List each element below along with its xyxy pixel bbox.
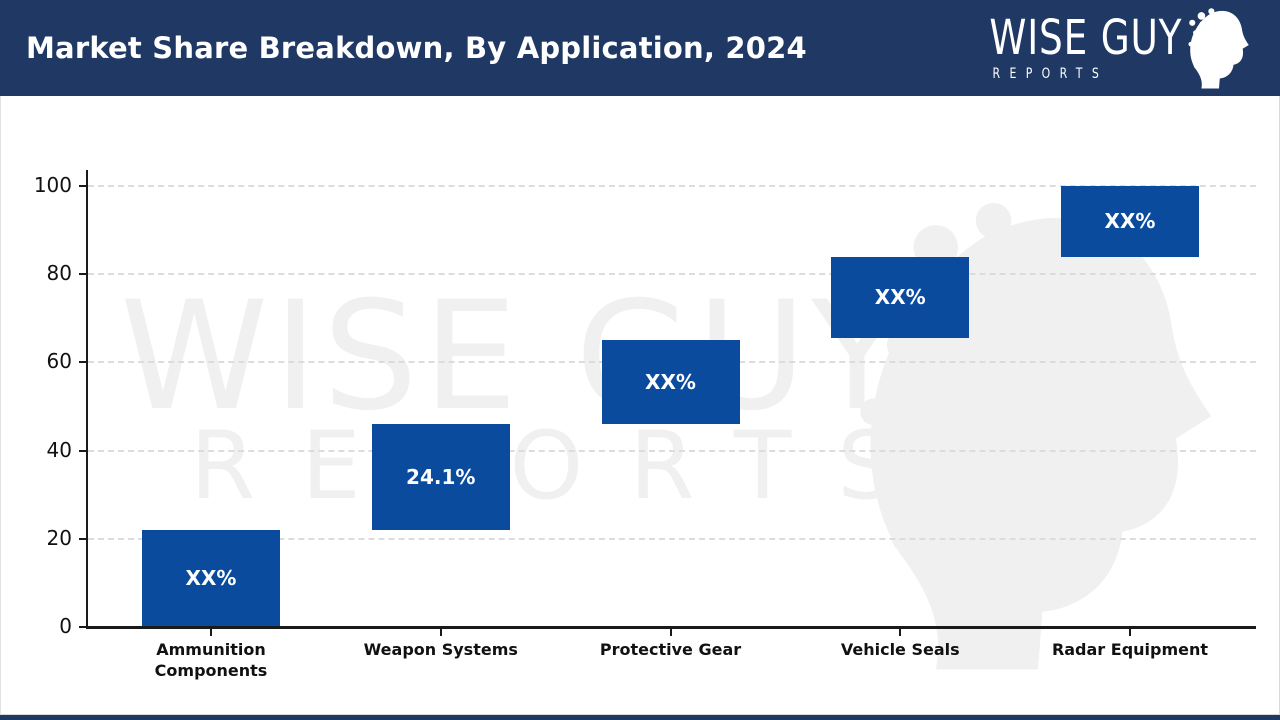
bar-value-label: XX% [874, 285, 926, 310]
y-axis-tick [79, 185, 88, 187]
logo-wordmark: WISE GUY [989, 10, 1182, 66]
y-axis-line [86, 170, 88, 629]
x-axis-tick [1129, 627, 1131, 636]
x-axis-tick [669, 627, 672, 636]
y-tick-label: 0 [59, 614, 72, 638]
dotted-head-logo-icon [1188, 8, 1249, 89]
chart-title: Market Share Breakdown, By Application, … [26, 31, 807, 65]
bar-segment: XX% [1061, 186, 1199, 257]
grid-line [88, 537, 1256, 540]
bar-value-label: 24.1% [406, 465, 476, 490]
x-axis-tick [899, 627, 902, 636]
x-category-label: Weapon Systems [363, 640, 518, 659]
x-category-label: Ammunition Components [154, 640, 268, 680]
y-axis-tick [79, 626, 88, 628]
wise-guy-reports-logo: WISE GUY REPORTS [935, 6, 1254, 90]
bar-segment: XX% [601, 340, 740, 425]
grid-line [88, 449, 1256, 452]
grid-line [88, 273, 1256, 276]
y-tick-label: 100 [33, 173, 72, 197]
bar-value-label: XX% [1104, 209, 1156, 234]
x-axis-tick [210, 627, 212, 636]
y-tick-label: 40 [46, 437, 72, 462]
header-band: Market Share Breakdown, By Application, … [0, 0, 1280, 96]
y-axis-tick [79, 361, 88, 364]
bar-segment: XX% [831, 256, 970, 339]
logo-subtitle: REPORTS [992, 66, 1108, 82]
y-tick-label: 20 [46, 525, 72, 550]
y-axis-tick [79, 537, 88, 540]
x-category-label: Vehicle Seals [840, 640, 960, 659]
logo-text: WISE GUY REPORTS [989, 14, 1182, 82]
x-axis-line [88, 626, 1256, 629]
grid-line [88, 185, 1256, 187]
x-category-label: Radar Equipment [1051, 640, 1209, 659]
bar-segment: 24.1% [371, 424, 510, 530]
y-axis-tick [79, 273, 88, 276]
bar-value-label: XX% [645, 370, 696, 395]
x-axis-tick [439, 627, 442, 636]
bar-value-label: XX% [185, 566, 237, 591]
x-category-label: Protective Gear [599, 640, 742, 659]
footer-band [0, 715, 1280, 720]
y-tick-label: 80 [46, 261, 72, 286]
y-tick-label: 60 [46, 349, 72, 374]
y-axis-tick [79, 449, 88, 452]
bar-segment: XX% [142, 529, 280, 627]
